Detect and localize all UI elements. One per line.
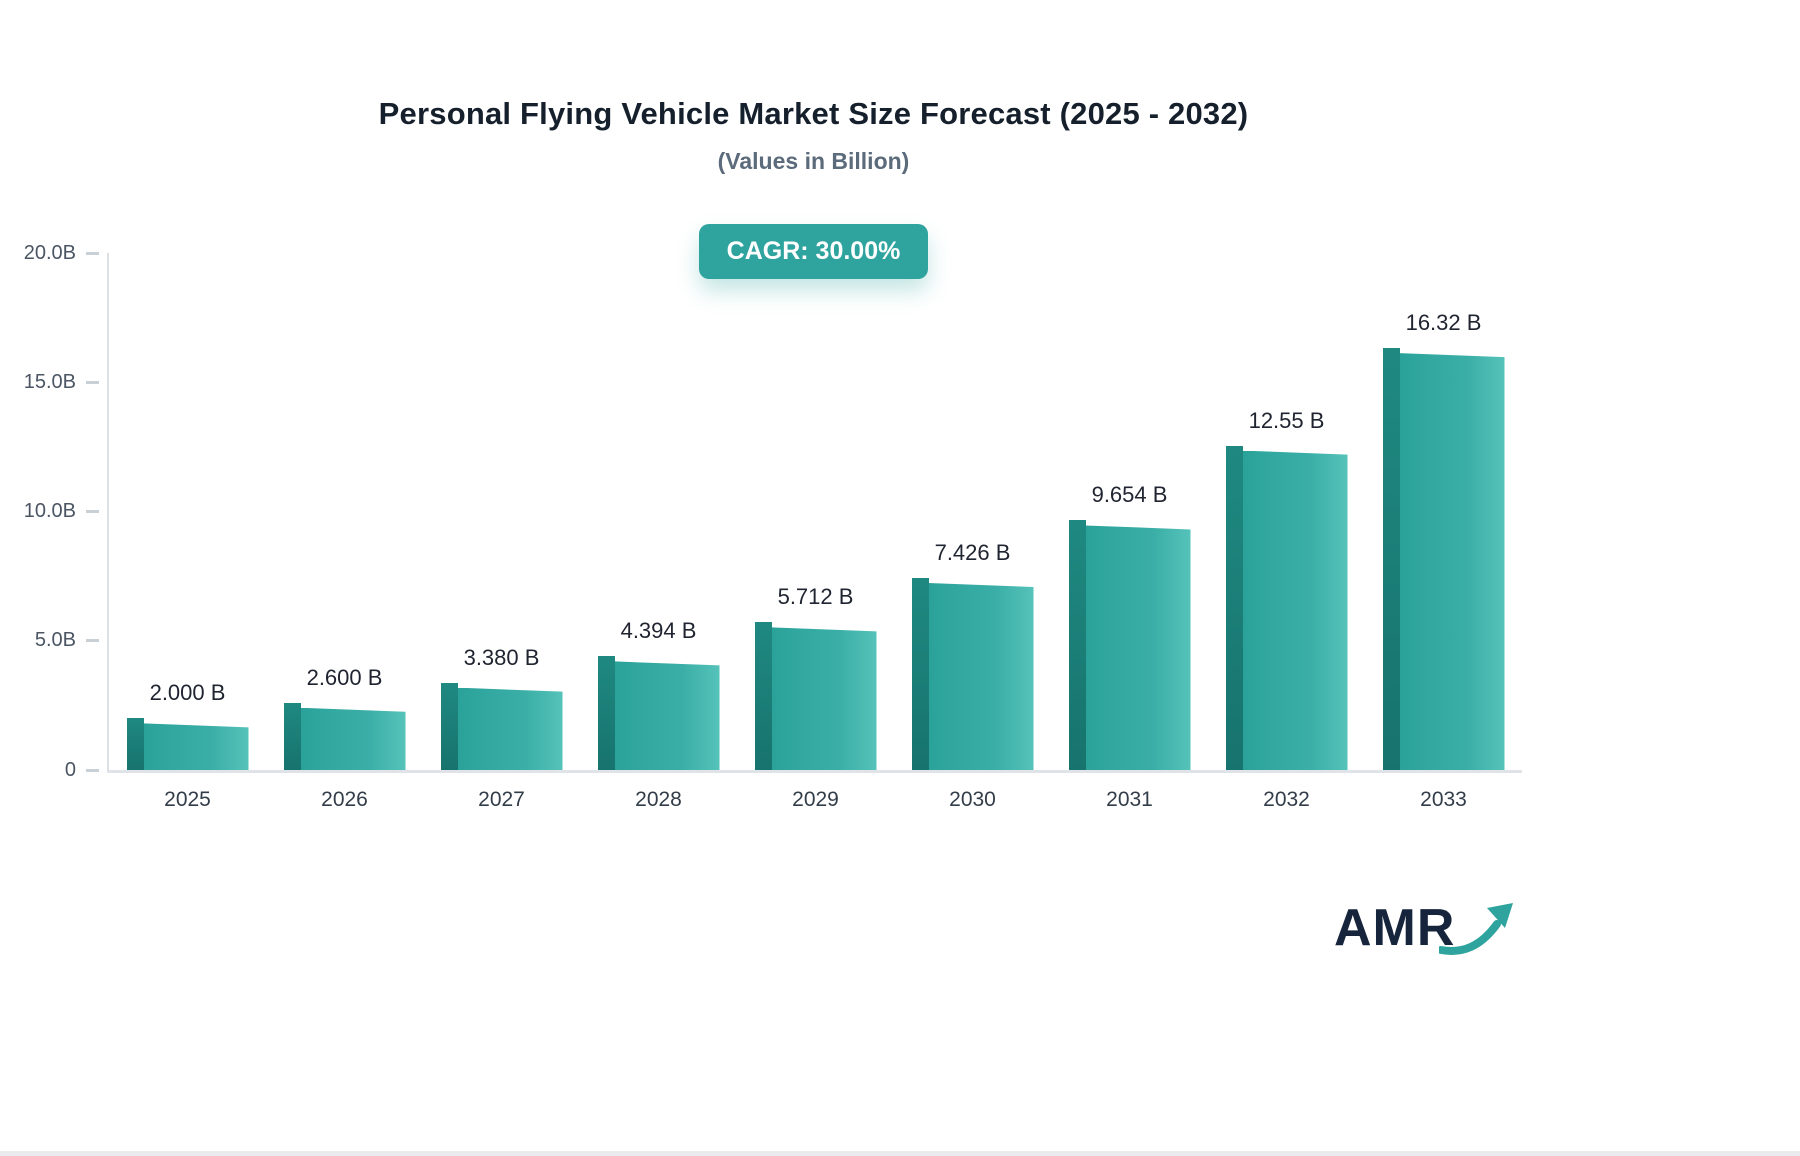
bar-side-face xyxy=(911,578,929,770)
growth-arrow-icon xyxy=(1439,903,1514,955)
bar-value-label: 4.394 B xyxy=(620,618,697,644)
x-axis-label: 2033 xyxy=(1420,788,1467,811)
bar-front-face xyxy=(1399,353,1505,770)
bar-side-face xyxy=(1382,348,1400,770)
cagr-badge-container: CAGR: 30.00% xyxy=(107,224,1520,279)
bar-front-face xyxy=(928,583,1034,770)
bar-2031: 9.654 B xyxy=(1068,482,1191,770)
y-axis-tick-mark xyxy=(86,251,99,255)
x-axis-label: 2031 xyxy=(1106,788,1153,811)
x-axis-label: 2027 xyxy=(478,788,525,811)
bar-side-face xyxy=(126,718,144,770)
bar-front-face xyxy=(771,627,877,770)
bar-2028: 4.394 B xyxy=(597,618,720,770)
bar-side-face xyxy=(754,622,772,770)
y-axis-tick-label: 5.0B xyxy=(34,629,76,652)
bar-side-face xyxy=(597,656,615,770)
x-axis-label: 2025 xyxy=(164,788,211,811)
x-axis-label: 2032 xyxy=(1263,788,1310,811)
bar-value-label: 9.654 B xyxy=(1091,482,1168,508)
y-axis-tick-mark xyxy=(86,639,99,643)
y-axis-tick: 0 xyxy=(0,758,99,782)
bar-2025: 2.000 B xyxy=(126,680,249,770)
x-axis-label: 2026 xyxy=(321,788,368,811)
bar-side-face xyxy=(1225,445,1243,770)
bar-2029: 5.712 B xyxy=(754,584,877,770)
cagr-badge: CAGR: 30.00% xyxy=(698,224,929,279)
chart-subtitle: (Values in Billion) xyxy=(717,148,910,174)
bar-2030: 7.426 B xyxy=(911,540,1034,770)
y-axis-tick-mark xyxy=(86,510,99,513)
y-axis-tick: 10.0B xyxy=(0,500,99,524)
bar-2033: 16.32 B xyxy=(1382,310,1505,770)
page-footer-divider xyxy=(0,1151,1800,1156)
bar-value-label: 5.712 B xyxy=(777,584,854,610)
y-axis-tick-label: 15.0B xyxy=(23,370,76,393)
bar-2026: 2.600 B xyxy=(283,665,406,770)
bar-2032: 12.55 B xyxy=(1225,408,1348,770)
y-axis-tick-label: 10.0B xyxy=(23,500,76,522)
amr-logo: AMR xyxy=(1334,896,1514,960)
bar-front-face xyxy=(614,661,720,770)
y-axis-tick: 20.0B xyxy=(0,241,99,265)
bar-value-label: 12.55 B xyxy=(1248,407,1325,433)
bar-2027: 3.380 B xyxy=(440,645,563,770)
bar-front-face xyxy=(457,687,563,770)
y-axis-tick-label: 0 xyxy=(64,758,76,781)
plot-area: 0 5.0B 10.0B 15.0B 20.0B 2.000 B 2025 2.600 B 20… xyxy=(24,242,1522,811)
bar-value-label: 7.426 B xyxy=(934,540,1011,566)
x-axis-label: 2029 xyxy=(792,788,839,811)
bar-value-label: 2.600 B xyxy=(306,664,383,690)
bar-value-label: 2.000 B xyxy=(149,680,226,706)
y-axis-tick-label: 20.0B xyxy=(23,241,76,264)
y-axis-tick-mark xyxy=(86,380,99,384)
y-axis-tick-mark xyxy=(86,768,99,772)
bar-side-face xyxy=(283,702,301,770)
bar-front-face xyxy=(300,707,406,770)
chart-title: Personal Flying Vehicle Market Size Fore… xyxy=(378,96,1249,131)
amr-logo-text: AMR xyxy=(1334,899,1456,957)
bar-side-face xyxy=(1068,520,1086,770)
y-axis-tick: 5.0B xyxy=(0,629,99,653)
bar-front-face xyxy=(143,723,249,770)
bar-front-face xyxy=(1085,525,1191,770)
bar-value-label: 3.380 B xyxy=(463,644,540,670)
bar-value-label: 16.32 B xyxy=(1405,310,1482,336)
bar-front-face xyxy=(1242,450,1348,770)
x-axis-label: 2028 xyxy=(635,788,682,811)
y-axis-tick: 15.0B xyxy=(0,370,99,394)
bar-side-face xyxy=(440,682,458,770)
x-axis-label: 2030 xyxy=(949,788,996,811)
